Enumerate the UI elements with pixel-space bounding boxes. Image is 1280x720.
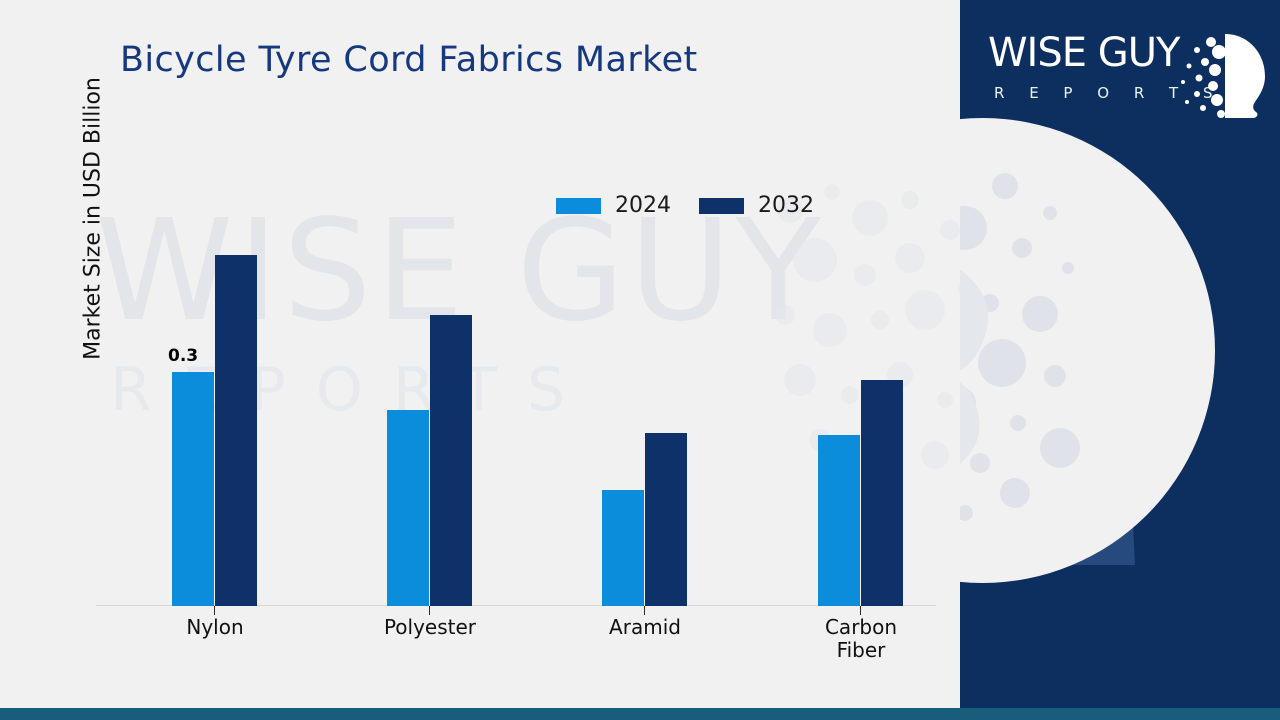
x-label-nylon: Nylon: [125, 616, 305, 639]
panel-circle-dot-overlay: [960, 118, 1215, 583]
bar-group-aramid: Aramid: [602, 150, 687, 639]
legend-swatch-2024: [556, 197, 601, 214]
legend-item-2024[interactable]: 2024: [556, 193, 671, 218]
bar-nylon-2032[interactable]: [215, 255, 257, 606]
bar-chart-plot-area: 0.3 Nylon Polyester: [96, 150, 936, 662]
legend-label-2024: 2024: [615, 193, 671, 218]
x-label-aramid: Aramid: [555, 616, 735, 639]
x-label-polyester-line1: Polyester: [383, 615, 477, 639]
x-tick-carbon-fiber: [860, 606, 861, 615]
bottom-accent-strip: [0, 708, 1280, 720]
bar-polyester-2024[interactable]: [387, 410, 429, 606]
x-tick-nylon: [214, 606, 215, 615]
bar-polyester-2032[interactable]: [430, 315, 472, 606]
x-label-aramid-line1: Aramid: [609, 615, 681, 639]
x-label-nylon-line1: Nylon: [186, 615, 244, 639]
brand-logo-sub: R E P O R T S: [994, 84, 1223, 102]
bar-aramid-2024[interactable]: [602, 490, 644, 606]
x-label-carbon-fiber-line2: Fiber: [836, 638, 886, 662]
bar-aramid-2032[interactable]: [645, 433, 687, 606]
dotted-head-profile-icon: [1181, 34, 1265, 118]
page-title: Bicycle Tyre Cord Fabrics Market: [120, 40, 698, 80]
brand-logo-main: WISE GUY: [988, 30, 1180, 76]
x-label-polyester: Polyester: [340, 616, 520, 639]
legend-swatch-2032: [699, 197, 744, 214]
x-label-carbon-fiber: Carbon Fiber: [771, 616, 951, 662]
bar-group-nylon: 0.3 Nylon: [168, 150, 257, 639]
y-axis-label: Market Size in USD Billion: [80, 77, 106, 360]
bar-nylon-2024[interactable]: 0.3: [168, 346, 214, 606]
chart-legend: 2024 2032: [556, 193, 814, 218]
x-tick-aramid: [644, 606, 645, 615]
legend-label-2032: 2032: [758, 193, 814, 218]
bar-value-nylon-2024: 0.3: [168, 346, 199, 366]
bar-carbon-fiber-2032[interactable]: [861, 380, 903, 606]
brand-logo: WISE GUY R E P O R T S: [988, 30, 1265, 120]
x-axis-line: [96, 605, 936, 606]
x-tick-polyester: [429, 606, 430, 615]
bar-group-carbon-fiber: Carbon Fiber: [818, 150, 903, 662]
legend-item-2032[interactable]: 2032: [699, 193, 814, 218]
bar-carbon-fiber-2024[interactable]: [818, 435, 860, 606]
bar-group-polyester: Polyester: [384, 150, 476, 639]
brand-panel: WISE GUY R E P O R T S: [960, 0, 1280, 720]
panel-dot-cluster-icon: [960, 173, 1080, 521]
x-label-carbon-fiber-line1: Carbon: [824, 615, 898, 639]
